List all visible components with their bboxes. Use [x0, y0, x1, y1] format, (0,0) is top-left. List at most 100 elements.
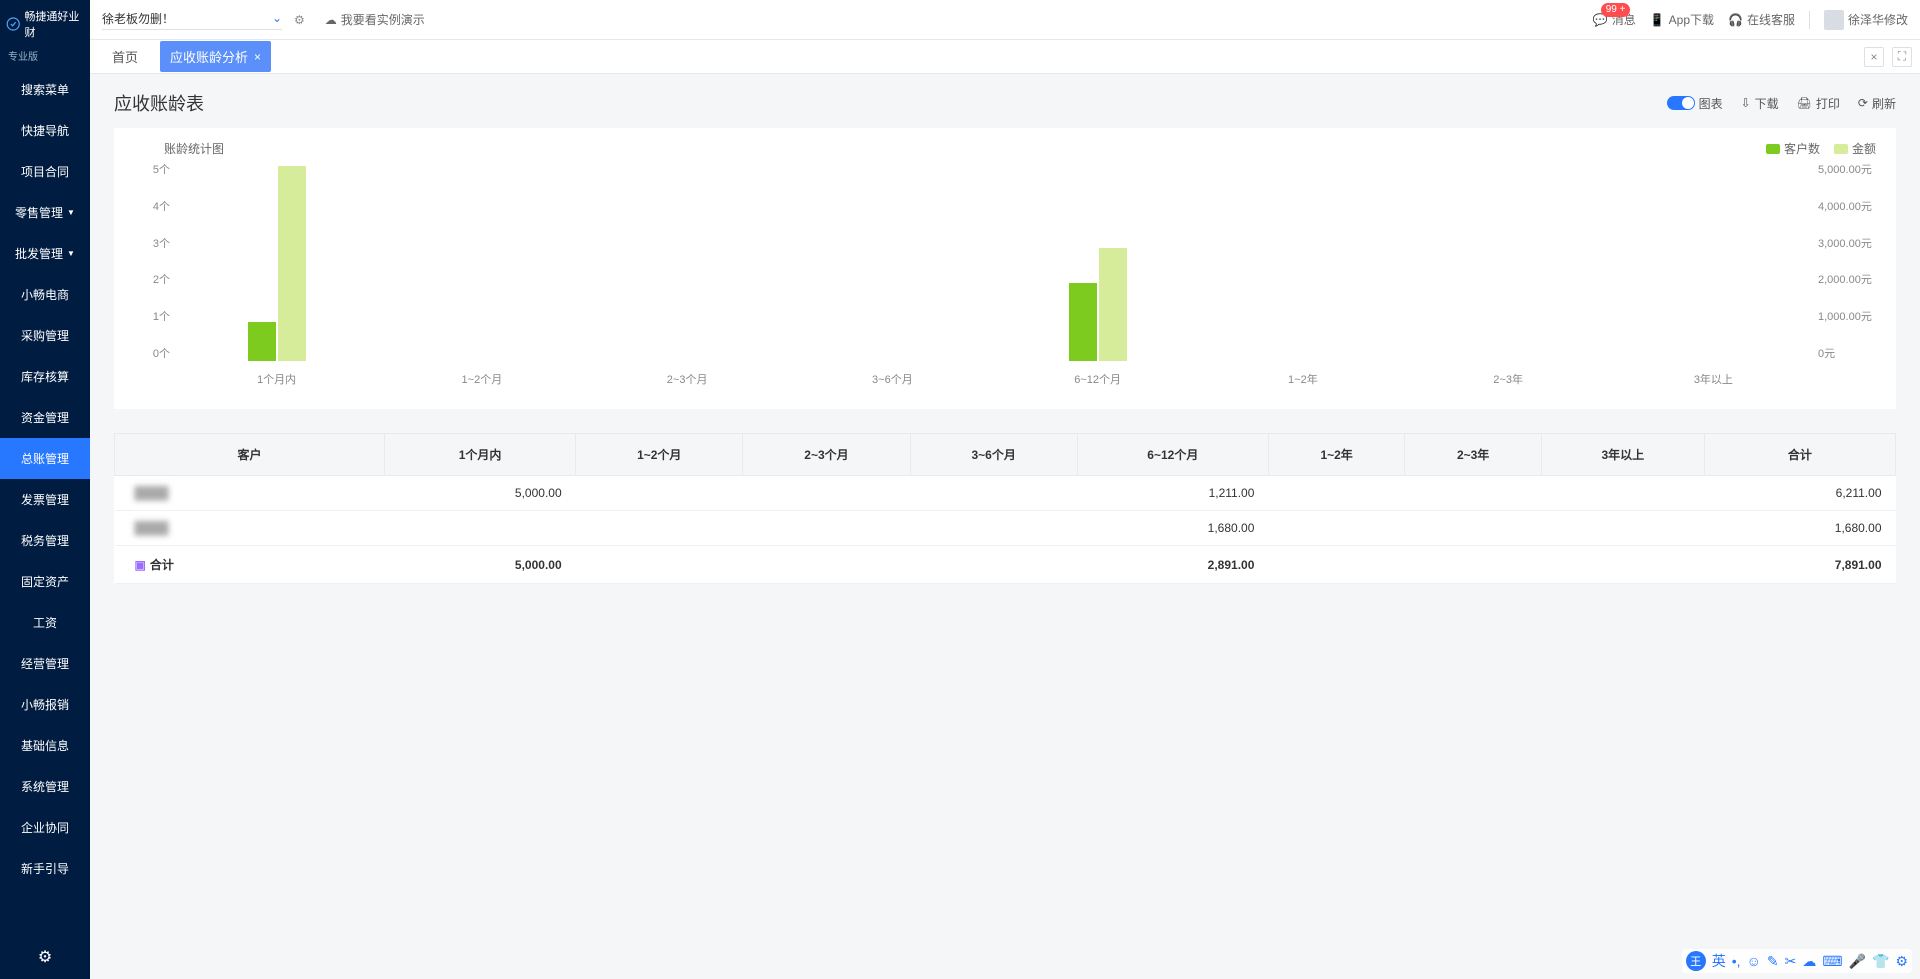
sidebar-item-13[interactable]: 工资 [0, 602, 90, 643]
cell-value [910, 511, 1077, 546]
ime-shirt-icon[interactable]: 👕 [1872, 953, 1889, 970]
sidebar-item-7[interactable]: 库存核算 [0, 356, 90, 397]
ime-edit-icon[interactable]: ✎ [1767, 953, 1779, 970]
topbar: 徐老板勿删！ ⌄ ⚙ ☁ 我要看实例演示 💬 消息 99 + 📱 App下载 [90, 0, 1920, 40]
sidebar-item-1[interactable]: 快捷导航 [0, 110, 90, 151]
account-settings-icon[interactable]: ⚙ [294, 13, 305, 27]
tab-home[interactable]: 首页 [102, 41, 148, 72]
phone-icon: 📱 [1650, 13, 1665, 27]
bar-customers[interactable] [1069, 283, 1097, 361]
sidebar-item-18[interactable]: 企业协同 [0, 807, 90, 848]
bar-amount[interactable] [278, 166, 306, 361]
close-icon[interactable]: × [254, 50, 261, 64]
x-tick: 1~2个月 [379, 371, 584, 387]
chevron-down-icon: ▼ [67, 208, 75, 217]
account-selector[interactable]: 徐老板勿删！ ⌄ [102, 10, 282, 30]
y-left-tick: 0个 [144, 345, 170, 361]
sidebar-item-11[interactable]: 税务管理 [0, 520, 90, 561]
tabs-close-all-button[interactable]: × [1864, 47, 1884, 67]
app-download-button[interactable]: 📱 App下载 [1650, 11, 1714, 28]
bar-group [1069, 248, 1127, 361]
sidebar-item-label: 搜索菜单 [21, 81, 69, 98]
sidebar-item-17[interactable]: 系统管理 [0, 766, 90, 807]
ime-lang[interactable]: 英 [1712, 951, 1726, 971]
ime-cloud-icon[interactable]: ☁ [1802, 953, 1816, 970]
sidebar-item-label: 新手引导 [21, 860, 69, 877]
presentation-icon: ☁ [325, 13, 337, 27]
cell-total-value [910, 546, 1077, 584]
table-col-header: 1~2个月 [576, 434, 743, 476]
bar-customers[interactable] [248, 322, 276, 361]
online-service-button[interactable]: 🎧 在线客服 [1728, 11, 1795, 28]
ime-mic-icon[interactable]: 🎤 [1849, 953, 1866, 970]
sidebar-item-10[interactable]: 发票管理 [0, 479, 90, 520]
ime-gear-icon[interactable]: ⚙ [1895, 953, 1908, 970]
refresh-button[interactable]: ⟳ 刷新 [1858, 95, 1896, 112]
chart-title: 账龄统计图 [164, 140, 224, 157]
sidebar-item-19[interactable]: 新手引导 [0, 848, 90, 889]
cell-value [1405, 476, 1542, 511]
legend-customers-swatch [1766, 144, 1780, 154]
sidebar-item-6[interactable]: 采购管理 [0, 315, 90, 356]
ime-dot-icon[interactable]: •, [1732, 953, 1741, 969]
legend-amount-swatch [1834, 144, 1848, 154]
y-right-tick: 5,000.00元 [1818, 161, 1874, 177]
table-row[interactable]: ████5,000.001,211.006,211.00 [115, 476, 1896, 511]
chart-toggle[interactable]: 图表 [1667, 95, 1723, 112]
sidebar-item-label: 总账管理 [21, 450, 69, 467]
legend-amount[interactable]: 金额 [1834, 140, 1876, 157]
fullscreen-button[interactable]: ⛶ [1892, 47, 1912, 67]
cell-value [1541, 511, 1704, 546]
y-right-tick: 3,000.00元 [1818, 235, 1874, 251]
ime-scissors-icon[interactable]: ✂ [1785, 953, 1797, 970]
sidebar-item-14[interactable]: 经营管理 [0, 643, 90, 684]
sidebar-item-3[interactable]: 零售管理▼ [0, 192, 90, 233]
ime-badge[interactable]: 王 [1686, 951, 1706, 971]
sidebar-item-4[interactable]: 批发管理▼ [0, 233, 90, 274]
table-col-header: 1~2年 [1268, 434, 1405, 476]
y-left-tick: 2个 [144, 271, 170, 287]
sidebar-item-16[interactable]: 基础信息 [0, 725, 90, 766]
sidebar-item-15[interactable]: 小畅报销 [0, 684, 90, 725]
table-col-header: 合计 [1704, 434, 1895, 476]
download-button[interactable]: ⇩ 下载 [1741, 95, 1779, 112]
x-tick: 2~3年 [1406, 371, 1611, 387]
sidebar-item-12[interactable]: 固定资产 [0, 561, 90, 602]
tab-active[interactable]: 应收账龄分析 × [160, 41, 271, 72]
download-label: 下载 [1755, 95, 1779, 112]
main-area: 徐老板勿删！ ⌄ ⚙ ☁ 我要看实例演示 💬 消息 99 + 📱 App下载 [90, 0, 1920, 979]
ime-emoji-icon[interactable]: ☺ [1747, 953, 1761, 969]
sidebar-item-5[interactable]: 小畅电商 [0, 274, 90, 315]
sidebar-item-label: 税务管理 [21, 532, 69, 549]
legend-customers[interactable]: 客户数 [1766, 140, 1820, 157]
print-button[interactable]: 🖨 打印 [1797, 95, 1840, 112]
sidebar-item-label: 发票管理 [21, 491, 69, 508]
page-content: 应收账龄表 图表 ⇩ 下载 🖨 打印 ⟳ [90, 74, 1920, 979]
toggle-switch[interactable] [1667, 96, 1695, 110]
sidebar-item-label: 采购管理 [21, 327, 69, 344]
brand-icon [6, 16, 20, 32]
bar-amount[interactable] [1099, 248, 1127, 361]
tab-active-label: 应收账龄分析 [170, 47, 248, 66]
chevron-down-icon: ⌄ [272, 11, 282, 25]
sidebar-item-label: 库存核算 [21, 368, 69, 385]
sidebar-settings-button[interactable]: ⚙ [0, 935, 90, 979]
sidebar-item-label: 小畅报销 [21, 696, 69, 713]
messages-button[interactable]: 💬 消息 99 + [1593, 11, 1636, 28]
sidebar-item-9[interactable]: 总账管理 [0, 438, 90, 479]
demo-link[interactable]: ☁ 我要看实例演示 [325, 11, 425, 28]
brand-name: 畅捷通好业财 [24, 8, 84, 40]
headset-icon: 🎧 [1728, 13, 1743, 27]
cell-total-value [576, 546, 743, 584]
cell-total-label: ▣合计 [115, 546, 385, 584]
sidebar-item-0[interactable]: 搜索菜单 [0, 69, 90, 110]
legend-amount-label: 金额 [1852, 140, 1876, 157]
cell-total-value: 7,891.00 [1704, 546, 1895, 584]
ime-keyboard-icon[interactable]: ⌨ [1822, 953, 1842, 970]
sidebar-item-2[interactable]: 项目合同 [0, 151, 90, 192]
user-menu[interactable]: 徐泽华修改 [1824, 10, 1908, 30]
messages-badge: 99 + [1601, 3, 1631, 17]
sidebar-item-8[interactable]: 资金管理 [0, 397, 90, 438]
cell-value: 6,211.00 [1704, 476, 1895, 511]
table-row[interactable]: ████1,680.001,680.00 [115, 511, 1896, 546]
